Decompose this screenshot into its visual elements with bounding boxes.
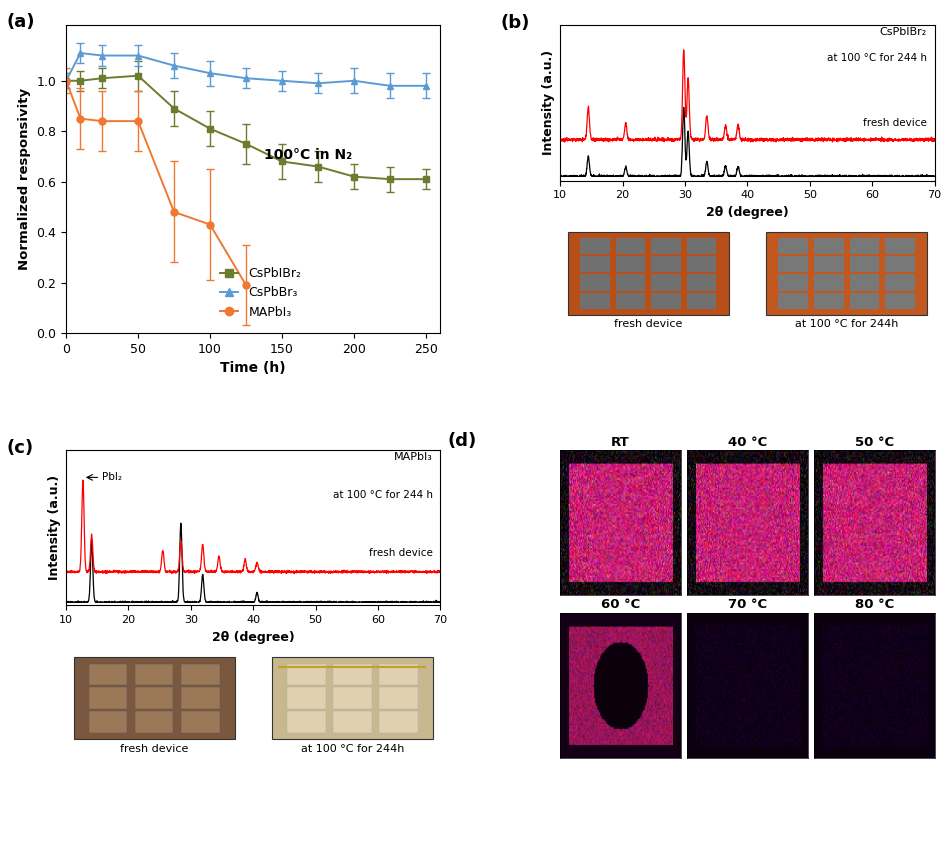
FancyBboxPatch shape [686, 274, 716, 290]
FancyBboxPatch shape [615, 237, 645, 254]
FancyBboxPatch shape [135, 711, 174, 733]
FancyBboxPatch shape [567, 232, 729, 315]
FancyBboxPatch shape [814, 274, 844, 290]
FancyBboxPatch shape [814, 237, 844, 254]
Title: 40 °C: 40 °C [728, 436, 767, 449]
X-axis label: Time (h): Time (h) [221, 361, 286, 376]
Title: 70 °C: 70 °C [728, 599, 767, 611]
Text: at 100 °C for 244h: at 100 °C for 244h [795, 319, 899, 329]
FancyBboxPatch shape [379, 663, 418, 685]
Text: (d): (d) [447, 432, 477, 450]
FancyBboxPatch shape [74, 657, 234, 739]
Text: fresh device: fresh device [863, 119, 927, 129]
Title: 80 °C: 80 °C [854, 599, 894, 611]
FancyBboxPatch shape [651, 237, 681, 254]
FancyBboxPatch shape [850, 293, 879, 309]
FancyBboxPatch shape [135, 663, 174, 685]
FancyBboxPatch shape [814, 293, 844, 309]
FancyBboxPatch shape [89, 663, 127, 685]
FancyBboxPatch shape [135, 687, 174, 709]
Text: CsPbIBr₂: CsPbIBr₂ [880, 27, 927, 37]
FancyBboxPatch shape [580, 274, 610, 290]
FancyBboxPatch shape [89, 687, 127, 709]
FancyBboxPatch shape [181, 663, 220, 685]
FancyBboxPatch shape [580, 293, 610, 309]
FancyBboxPatch shape [850, 256, 879, 273]
FancyBboxPatch shape [651, 293, 681, 309]
FancyBboxPatch shape [181, 687, 220, 709]
Text: at 100 °C for 244 h: at 100 °C for 244 h [827, 53, 927, 63]
FancyBboxPatch shape [615, 293, 645, 309]
FancyBboxPatch shape [779, 256, 808, 273]
FancyBboxPatch shape [850, 274, 879, 290]
Legend: CsPbIBr₂, CsPbBr₃, MAPbI₃: CsPbIBr₂, CsPbBr₃, MAPbI₃ [214, 262, 307, 323]
Y-axis label: Normalized responsivity: Normalized responsivity [18, 88, 31, 270]
FancyBboxPatch shape [885, 293, 915, 309]
Text: (c): (c) [7, 440, 33, 457]
FancyBboxPatch shape [651, 274, 681, 290]
Y-axis label: Intensity (a.u.): Intensity (a.u.) [47, 475, 60, 580]
FancyBboxPatch shape [580, 256, 610, 273]
Title: RT: RT [611, 436, 630, 449]
FancyBboxPatch shape [779, 293, 808, 309]
Text: MAPbI₃: MAPbI₃ [394, 451, 433, 461]
FancyBboxPatch shape [850, 237, 879, 254]
FancyBboxPatch shape [333, 687, 372, 709]
FancyBboxPatch shape [287, 663, 326, 685]
FancyBboxPatch shape [580, 237, 610, 254]
FancyBboxPatch shape [686, 256, 716, 273]
X-axis label: 2θ (degree): 2θ (degree) [706, 205, 789, 219]
FancyBboxPatch shape [885, 237, 915, 254]
Y-axis label: Intensity (a.u.): Intensity (a.u.) [542, 51, 555, 156]
Text: at 100 °C for 244h: at 100 °C for 244h [301, 744, 404, 754]
FancyBboxPatch shape [89, 711, 127, 733]
Text: at 100 °C for 244 h: at 100 °C for 244 h [333, 490, 433, 500]
FancyBboxPatch shape [885, 256, 915, 273]
Title: 50 °C: 50 °C [854, 436, 894, 449]
Text: fresh device: fresh device [369, 548, 433, 557]
FancyBboxPatch shape [272, 657, 433, 739]
FancyBboxPatch shape [287, 687, 326, 709]
FancyBboxPatch shape [333, 711, 372, 733]
FancyBboxPatch shape [333, 663, 372, 685]
FancyBboxPatch shape [779, 274, 808, 290]
Text: fresh device: fresh device [614, 319, 683, 329]
FancyBboxPatch shape [885, 274, 915, 290]
FancyBboxPatch shape [814, 256, 844, 273]
FancyBboxPatch shape [379, 687, 418, 709]
FancyBboxPatch shape [767, 232, 927, 315]
Text: (b): (b) [500, 14, 530, 32]
X-axis label: 2θ (degree): 2θ (degree) [211, 631, 295, 643]
FancyBboxPatch shape [287, 711, 326, 733]
FancyBboxPatch shape [651, 256, 681, 273]
Title: 60 °C: 60 °C [601, 599, 640, 611]
FancyBboxPatch shape [615, 274, 645, 290]
FancyBboxPatch shape [686, 293, 716, 309]
Text: (a): (a) [7, 13, 35, 31]
Text: PbI₂: PbI₂ [102, 472, 123, 482]
FancyBboxPatch shape [181, 711, 220, 733]
Text: 100°C in N₂: 100°C in N₂ [264, 148, 353, 163]
FancyBboxPatch shape [379, 711, 418, 733]
Text: fresh device: fresh device [120, 744, 188, 754]
FancyBboxPatch shape [779, 237, 808, 254]
FancyBboxPatch shape [686, 237, 716, 254]
FancyBboxPatch shape [615, 256, 645, 273]
